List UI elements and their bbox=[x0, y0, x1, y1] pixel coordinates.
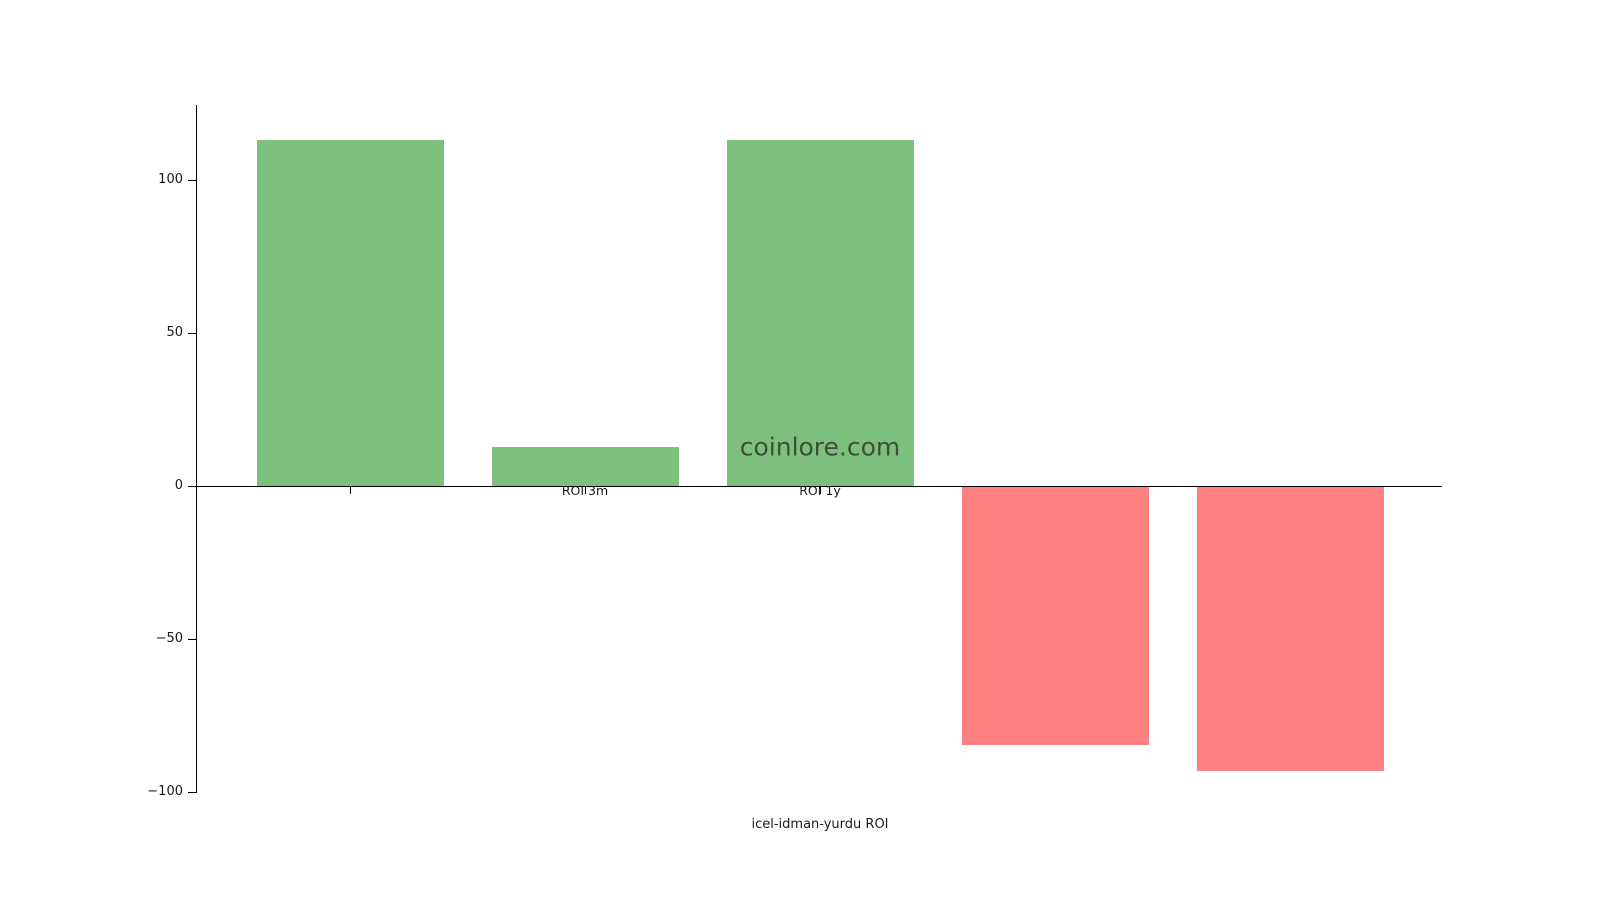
y-tick-label: 50 bbox=[166, 325, 183, 340]
y-axis-spine bbox=[196, 105, 197, 793]
y-tick-label: 100 bbox=[158, 172, 183, 187]
x-tick-mark bbox=[584, 486, 586, 494]
y-tick-label: −100 bbox=[147, 784, 183, 799]
y-tick-mark bbox=[188, 638, 196, 640]
bar-roi-1y bbox=[726, 139, 914, 486]
bar-roi-3m bbox=[491, 447, 679, 486]
y-tick-mark bbox=[188, 179, 196, 181]
y-tick-label: 0 bbox=[174, 478, 183, 493]
x-tick-mark bbox=[349, 486, 351, 494]
y-tick-mark bbox=[188, 332, 196, 334]
y-tick-label: −50 bbox=[155, 631, 183, 646]
bar-series-3 bbox=[961, 487, 1149, 745]
bar-series-4 bbox=[1196, 487, 1384, 771]
bar-series-0 bbox=[256, 139, 444, 486]
y-tick-mark bbox=[188, 485, 196, 487]
y-tick-mark bbox=[188, 791, 196, 793]
watermark-text: coinlore.com bbox=[739, 432, 901, 462]
x-tick-mark bbox=[819, 486, 821, 494]
chart-title: icel-idman-yurdu ROI bbox=[751, 817, 889, 832]
x-axis-line bbox=[196, 486, 1442, 487]
